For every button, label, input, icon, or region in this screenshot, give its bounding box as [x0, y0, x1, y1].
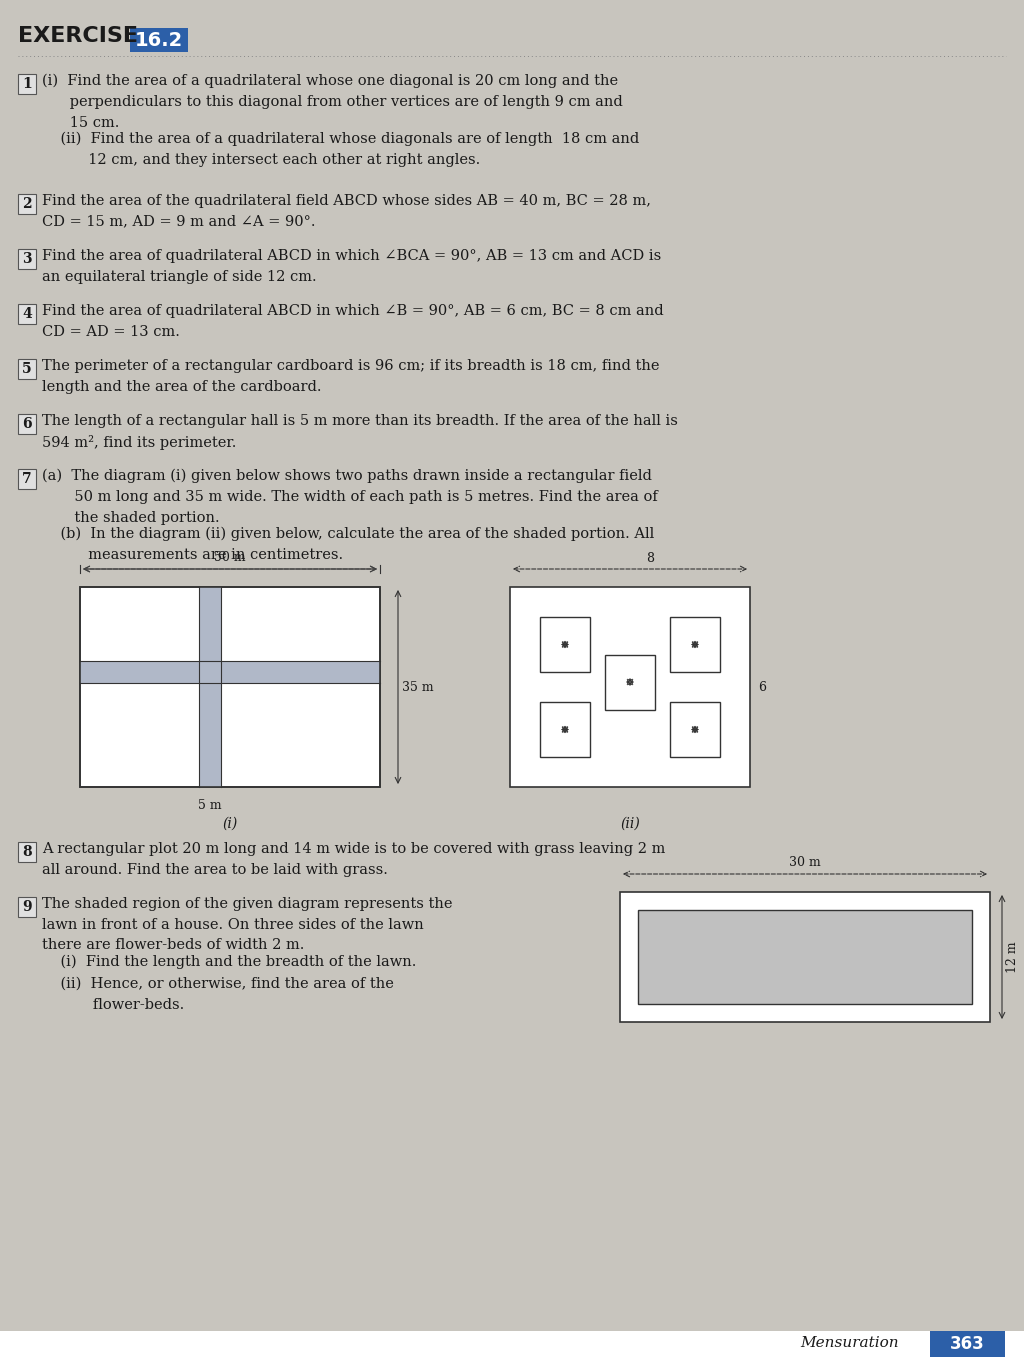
Text: 8: 8 [646, 553, 654, 565]
Text: (ii): (ii) [621, 817, 640, 832]
Text: Find the area of the quadrilateral field ABCD whose sides AB = 40 m, BC = 28 m,
: Find the area of the quadrilateral field… [42, 195, 651, 229]
Text: 9: 9 [23, 900, 32, 915]
Text: Find the area of quadrilateral ABCD in which ∠B = 90°, AB = 6 cm, BC = 8 cm and
: Find the area of quadrilateral ABCD in w… [42, 304, 664, 339]
Text: (i): (i) [222, 817, 238, 832]
Bar [670, 617, 720, 672]
Text: (i)  Find the area of a quadrilateral whose one diagonal is 20 cm long and the
 : (i) Find the area of a quadrilateral who… [42, 73, 623, 129]
Text: 30 m: 30 m [790, 856, 821, 870]
Bar [620, 891, 990, 1022]
Bar [510, 587, 750, 787]
Bar [80, 587, 380, 787]
Text: 6: 6 [758, 680, 766, 694]
Bar [18, 470, 36, 489]
Text: 4: 4 [23, 308, 32, 321]
Bar [199, 587, 221, 787]
Text: 35 m: 35 m [402, 680, 433, 694]
Text: 8: 8 [23, 845, 32, 859]
Bar [18, 73, 36, 94]
Text: (a)  The diagram (i) given below shows two paths drawn inside a rectangular fiel: (a) The diagram (i) given below shows tw… [42, 470, 657, 524]
Text: 2: 2 [23, 197, 32, 211]
Bar [130, 29, 188, 52]
Bar [18, 304, 36, 324]
Bar [18, 414, 36, 434]
Text: 12 m: 12 m [1006, 942, 1019, 973]
Bar [80, 661, 380, 683]
Text: The perimeter of a rectangular cardboard is 96 cm; if its breadth is 18 cm, find: The perimeter of a rectangular cardboard… [42, 359, 659, 393]
Text: (ii)  Find the area of a quadrilateral whose diagonals are of length  18 cm and
: (ii) Find the area of a quadrilateral wh… [42, 132, 639, 167]
Text: 363: 363 [949, 1335, 984, 1353]
Text: Mensuration: Mensuration [800, 1337, 899, 1350]
Text: 5 m: 5 m [199, 799, 222, 813]
Text: 50 m: 50 m [214, 551, 246, 563]
Bar [670, 702, 720, 757]
Text: 1: 1 [23, 78, 32, 91]
Text: 16.2: 16.2 [135, 30, 183, 49]
Bar [80, 587, 380, 787]
Text: 6: 6 [23, 416, 32, 431]
Text: Find the area of quadrilateral ABCD in which ∠BCA = 90°, AB = 13 cm and ACD is
a: Find the area of quadrilateral ABCD in w… [42, 249, 662, 283]
Text: (b)  In the diagram (ii) given below, calculate the area of the shaded portion. : (b) In the diagram (ii) given below, cal… [42, 527, 654, 562]
Text: (ii)  Hence, or otherwise, find the area of the
           flower-beds.: (ii) Hence, or otherwise, find the area … [42, 977, 394, 1011]
Bar [18, 842, 36, 862]
Text: 3: 3 [23, 252, 32, 265]
Text: (i)  Find the length and the breadth of the lawn.: (i) Find the length and the breadth of t… [42, 955, 417, 969]
Bar [18, 359, 36, 378]
Text: 5: 5 [23, 362, 32, 376]
Text: The shaded region of the given diagram represents the
lawn in front of a house. : The shaded region of the given diagram r… [42, 897, 453, 953]
Bar [540, 702, 590, 757]
Bar [540, 617, 590, 672]
Bar [0, 1331, 1024, 1361]
Bar [18, 195, 36, 214]
Text: EXERCISE: EXERCISE [18, 26, 138, 46]
Bar [930, 1331, 1005, 1357]
Bar [638, 911, 972, 1004]
Text: A rectangular plot 20 m long and 14 m wide is to be covered with grass leaving 2: A rectangular plot 20 m long and 14 m wi… [42, 842, 666, 876]
Text: The length of a rectangular hall is 5 m more than its breadth. If the area of th: The length of a rectangular hall is 5 m … [42, 414, 678, 450]
Bar [18, 249, 36, 269]
Bar [605, 655, 655, 709]
Text: 7: 7 [23, 472, 32, 486]
Bar [18, 897, 36, 917]
